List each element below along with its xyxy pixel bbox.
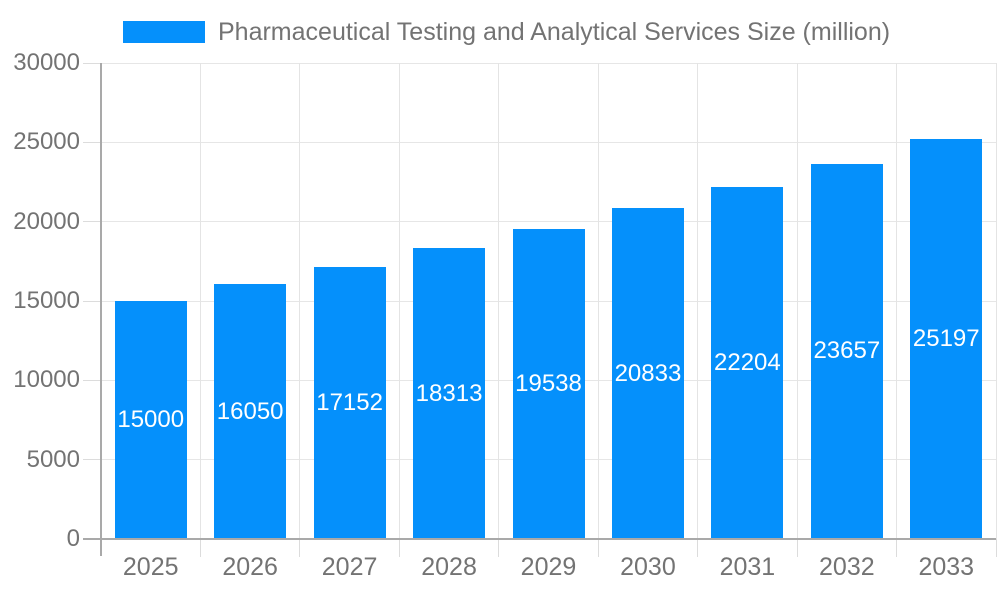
y-tick-label: 30000 (13, 49, 80, 76)
bar-value-label: 22204 (714, 348, 781, 376)
bar-value-label: 19538 (515, 369, 582, 397)
v-gridline (597, 63, 599, 539)
bar: 25197 (910, 139, 983, 539)
legend-label: Pharmaceutical Testing and Analytical Se… (218, 18, 891, 46)
h-gridline (101, 221, 996, 223)
y-tick-label: 25000 (13, 128, 80, 156)
bar-value-label: 17152 (316, 388, 383, 416)
v-gridline (796, 63, 798, 539)
x-tick-label: 2027 (321, 553, 378, 581)
bar: 23657 (810, 163, 883, 539)
y-tick-label: 15000 (13, 287, 80, 314)
bar-value-label: 18313 (415, 379, 483, 407)
y-tick-label: 20000 (13, 207, 80, 235)
bar: 20833 (611, 208, 684, 539)
x-tick-label: 2032 (819, 553, 875, 581)
x-tick-label: 2029 (520, 553, 577, 581)
x-tick-label: 2028 (421, 553, 477, 581)
y-axis-line (100, 63, 102, 556)
x-tick-label: 2033 (918, 553, 975, 581)
x-tick-mark (995, 539, 997, 557)
bar: 19538 (512, 228, 585, 539)
x-tick-label: 2026 (222, 553, 278, 581)
x-tick-label: 2025 (122, 553, 179, 581)
y-tick-mark (83, 141, 101, 143)
v-gridline (398, 63, 400, 539)
bar: 15000 (114, 301, 187, 539)
x-tick-mark (299, 539, 301, 557)
v-gridline (299, 63, 301, 539)
bar: 18313 (413, 248, 486, 539)
v-gridline (995, 63, 997, 539)
bar: 22204 (711, 186, 784, 539)
v-gridline (498, 63, 500, 539)
x-tick-mark (796, 539, 798, 557)
y-tick-mark (83, 62, 101, 64)
bar: 16050 (214, 284, 287, 539)
y-tick-label: 0 (66, 525, 80, 552)
v-gridline (697, 63, 699, 539)
y-tick-mark (83, 300, 101, 302)
bar-value-label: 16050 (216, 397, 284, 425)
x-tick-label: 2031 (719, 553, 776, 581)
y-tick-label: 10000 (13, 366, 80, 394)
bar-value-label: 25197 (912, 325, 980, 353)
x-tick-label: 2030 (620, 553, 676, 581)
v-gridline (896, 63, 898, 539)
chart-legend: Pharmaceutical Testing and Analytical Se… (123, 14, 890, 50)
y-tick-mark (83, 221, 101, 223)
legend-swatch (123, 21, 205, 43)
x-tick-mark (398, 539, 400, 557)
v-gridline (199, 63, 201, 539)
bar-value-label: 15000 (117, 406, 185, 433)
x-tick-mark (896, 539, 898, 557)
bar: 17152 (313, 266, 386, 539)
h-gridline (101, 141, 996, 143)
y-tick-mark (83, 459, 101, 461)
x-tick-mark (199, 539, 201, 557)
bar-value-label: 20833 (614, 359, 682, 387)
y-tick-label: 5000 (26, 445, 80, 473)
y-tick-mark (83, 379, 101, 381)
bar-value-label: 23657 (813, 337, 881, 365)
h-gridline (101, 62, 996, 64)
x-axis-line (83, 538, 996, 540)
x-tick-mark (597, 539, 599, 557)
x-tick-mark (498, 539, 500, 557)
x-tick-mark (697, 539, 699, 557)
